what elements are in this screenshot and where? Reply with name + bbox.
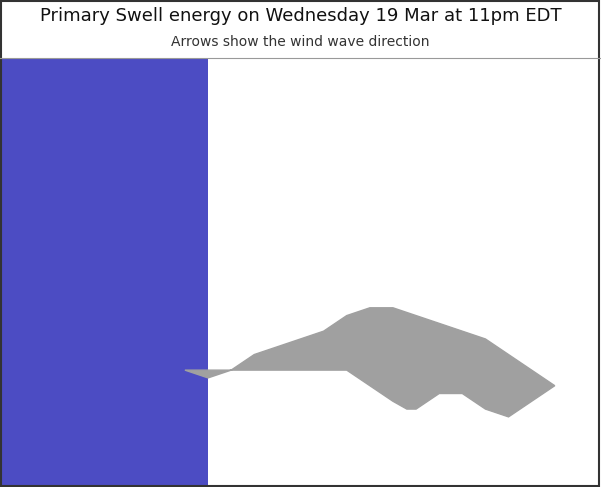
Polygon shape [185, 308, 555, 417]
Text: Primary Swell energy on Wednesday 19 Mar at 11pm EDT: Primary Swell energy on Wednesday 19 Mar… [40, 7, 561, 25]
Text: Arrows show the wind wave direction: Arrows show the wind wave direction [171, 35, 430, 49]
Bar [0, 58, 208, 487]
Text: CANADA: CANADA [370, 284, 416, 294]
